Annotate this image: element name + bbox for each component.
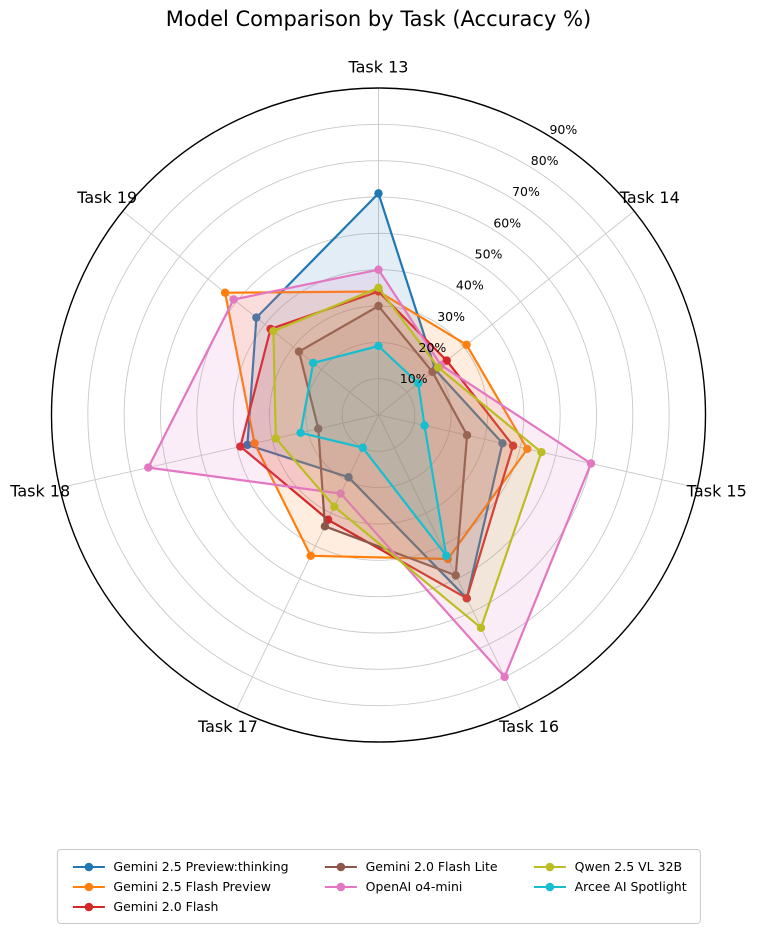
svg-text:50%: 50% <box>475 246 503 261</box>
legend-item: Arcee AI Spotlight <box>532 879 687 894</box>
legend-label: Qwen 2.5 VL 32B <box>574 859 683 874</box>
svg-text:Task 17: Task 17 <box>197 717 258 736</box>
svg-text:Task 16: Task 16 <box>498 717 559 736</box>
legend-label: Gemini 2.0 Flash <box>113 899 219 914</box>
svg-text:20%: 20% <box>419 340 447 355</box>
svg-text:90%: 90% <box>549 122 577 137</box>
radar-chart: 10% 20% 30% 40% 50% 60% 70% 80% 90% Task 13 Task 1… <box>9 58 747 743</box>
svg-text:80%: 80% <box>531 153 559 168</box>
legend-label: Gemini 2.5 Preview:thinking <box>113 859 289 874</box>
svg-text:70%: 70% <box>512 184 540 199</box>
chart-title: Model Comparison by Task (Accuracy %) <box>165 7 592 31</box>
svg-text:Task 19: Task 19 <box>76 188 137 207</box>
legend-label: Arcee AI Spotlight <box>574 879 687 894</box>
legend-column: Qwen 2.5 VL 32B Arcee AI Spotlight <box>532 859 687 914</box>
legend-item: Gemini 2.0 Flash Lite <box>323 859 498 874</box>
legend-label: Gemini 2.0 Flash Lite <box>365 859 498 874</box>
legend-label: Gemini 2.5 Flash Preview <box>113 879 272 894</box>
legend-line-marker-icon <box>72 882 105 891</box>
legend-line-marker-icon <box>324 862 357 871</box>
legend-line-marker-icon <box>533 862 566 871</box>
legend-column: Gemini 2.0 Flash Lite OpenAI o4-mini <box>323 859 498 914</box>
legend-line-marker-icon <box>533 882 566 891</box>
svg-text:10%: 10% <box>400 371 428 386</box>
svg-text:40%: 40% <box>456 278 484 293</box>
legend-item: OpenAI o4-mini <box>323 879 498 894</box>
svg-text:Task 15: Task 15 <box>686 482 747 501</box>
legend-item: Gemini 2.5 Flash Preview <box>70 879 288 894</box>
legend-line-marker-icon <box>72 862 105 871</box>
legend-line-marker-icon <box>72 902 105 911</box>
svg-text:Task 18: Task 18 <box>9 482 70 501</box>
svg-text:30%: 30% <box>437 309 465 324</box>
legend-item: Gemini 2.5 Preview:thinking <box>70 859 289 874</box>
legend-label: OpenAI o4-mini <box>365 879 463 894</box>
legend-item: Gemini 2.0 Flash <box>70 899 288 914</box>
legend: Gemini 2.5 Preview:thinking Gemini 2.5 Fl… <box>56 849 701 924</box>
svg-text:60%: 60% <box>493 215 521 230</box>
svg-text:Task 13: Task 13 <box>348 58 409 77</box>
legend-line-marker-icon <box>324 882 357 891</box>
legend-column: Gemini 2.5 Preview:thinking Gemini 2.5 Fl… <box>70 859 289 914</box>
legend-item: Qwen 2.5 VL 32B <box>532 859 687 874</box>
svg-text:Task 14: Task 14 <box>619 188 680 207</box>
